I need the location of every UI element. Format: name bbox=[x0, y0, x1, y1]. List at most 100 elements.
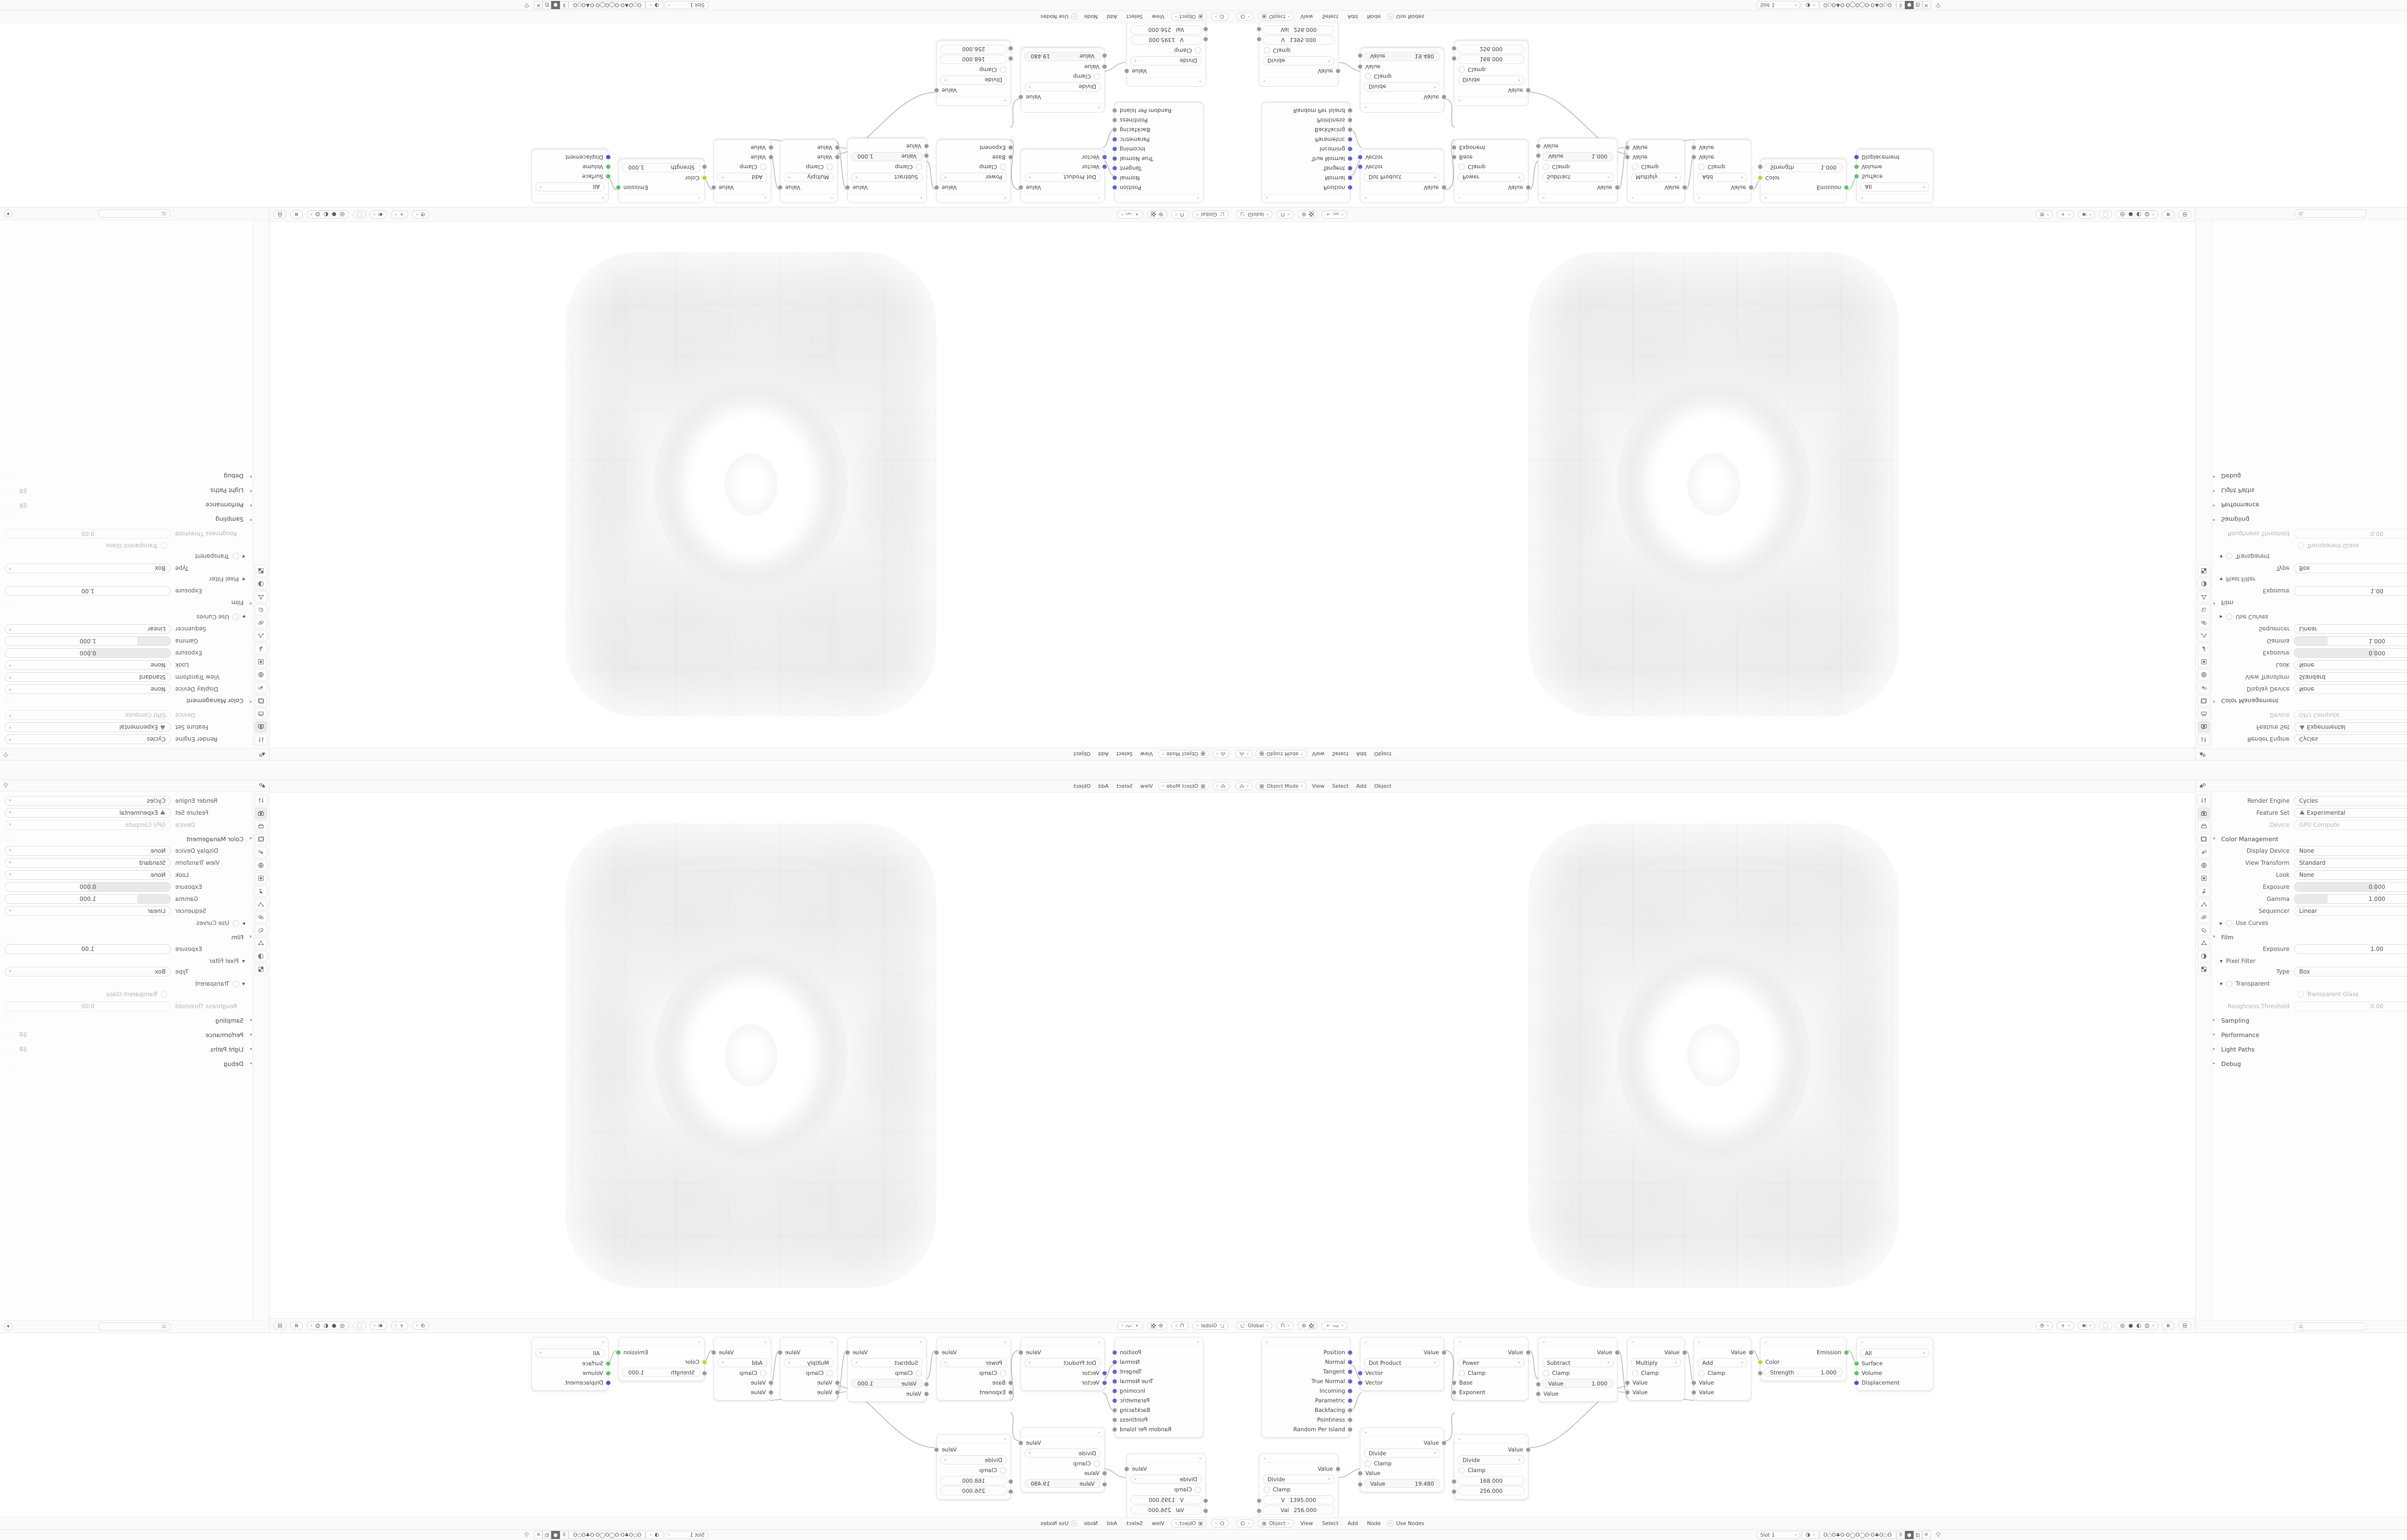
gizmo-icon[interactable]: ▾ bbox=[391, 210, 409, 218]
socket-dot[interactable] bbox=[1008, 1479, 1013, 1484]
copy-icon[interactable] bbox=[543, 1531, 552, 1539]
node-math-divide-168-256[interactable]: ⌄ Value Divide ▾ Clamp 168.000 256.000 bbox=[934, 40, 1013, 106]
x-icon[interactable]: ✕ bbox=[1922, 1, 1931, 9]
copy-icon[interactable] bbox=[543, 1, 552, 9]
fractal-torus-object[interactable] bbox=[566, 823, 936, 1288]
socket-dot[interactable] bbox=[1358, 1482, 1363, 1487]
falloff-icon[interactable]: ▾ bbox=[1117, 1322, 1144, 1330]
viewport-render-settings-icon[interactable] bbox=[2178, 1322, 2191, 1330]
display-device-row[interactable]: Display Device None ▾ bbox=[5, 846, 252, 856]
shader-editor-header[interactable]: ▾ Object ▾ View Select Add Node ✓ Use No… bbox=[1232, 1517, 2407, 1529]
socket-dot[interactable] bbox=[1112, 117, 1117, 123]
socket-random-per-island[interactable]: Random Per Island bbox=[1112, 1424, 1203, 1434]
socket-dot[interactable] bbox=[1018, 1440, 1023, 1446]
operation-select[interactable]: Divide ▾ bbox=[1024, 1449, 1101, 1458]
socket-dot[interactable] bbox=[1748, 185, 1754, 191]
properties-tab-material[interactable] bbox=[2197, 578, 2210, 590]
socket-dot[interactable] bbox=[1112, 146, 1117, 152]
material-name-field[interactable]: O○O♣O·O◯O◯O·O♣O○O bbox=[569, 1, 646, 9]
pixel-filter-type-select[interactable]: Box ▾ bbox=[5, 564, 171, 573]
panel-sampling[interactable]: ▸ Sampling :::: bbox=[2213, 514, 2407, 526]
node-header[interactable]: ⌄ bbox=[1360, 1337, 1444, 1346]
socket-value-out[interactable]: Value bbox=[1018, 183, 1104, 192]
chevron-down-icon[interactable]: ⌄ bbox=[1542, 1339, 1546, 1344]
feature-set-row[interactable]: Feature Set Experimental ▾ bbox=[5, 808, 252, 818]
panel-debug[interactable]: ▸ Debug :::: bbox=[2213, 471, 2407, 482]
socket-value-b[interactable]: Value bbox=[714, 1387, 774, 1397]
node-canvas[interactable]: ⌄ Position Normal Tangent True Normal In… bbox=[1232, 1333, 2407, 1519]
sequencer-row[interactable]: Sequencer Linear ▾ bbox=[2213, 906, 2407, 916]
shader-node-editor[interactable]: ⌄ Position Normal Tangent True Normal In… bbox=[0, 11, 1232, 207]
node-header[interactable]: ⌄ bbox=[937, 194, 1010, 203]
cm-gamma-slider[interactable]: 1.000 bbox=[5, 894, 171, 904]
film-exposure-row[interactable]: Exposure 1.00 bbox=[5, 944, 252, 954]
socket-dot[interactable] bbox=[1112, 175, 1117, 181]
viewport-header[interactable]: ▾ Object Mode ▾ View Select Add Object bbox=[270, 780, 1232, 793]
node-math-divide-1395-256[interactable]: ⌄ Value Divide ▾ Clamp V 1395.000 Val 256.0… bbox=[1124, 21, 1208, 87]
socket-dot[interactable] bbox=[1347, 1388, 1353, 1394]
operation-select[interactable]: Dot Product ▾ bbox=[1024, 1358, 1101, 1367]
operation-select[interactable]: Divide ▾ bbox=[1263, 56, 1334, 65]
chevron-down-icon[interactable]: ⌄ bbox=[830, 196, 834, 201]
socket-random-per-island[interactable]: Random Per Island bbox=[1112, 106, 1203, 116]
look-select[interactable]: None ▾ bbox=[5, 870, 171, 880]
chevron-down-icon[interactable]: ⌄ bbox=[1364, 105, 1368, 111]
clamp-row[interactable]: Clamp bbox=[714, 162, 771, 172]
node-header[interactable]: ⌄ bbox=[1628, 1337, 1684, 1346]
material-name-field[interactable]: O○O♣O·O◯O◯O·O♣O○O bbox=[1819, 1531, 1896, 1539]
shield-icon[interactable] bbox=[1904, 1, 1914, 9]
socket-dot[interactable] bbox=[1451, 56, 1457, 61]
socket-dot[interactable] bbox=[1536, 1391, 1541, 1397]
socket-dot[interactable] bbox=[1347, 166, 1353, 171]
value-field-b[interactable]: Val 256.000 bbox=[1263, 1505, 1334, 1514]
properties-tab-strip[interactable] bbox=[2196, 220, 2212, 748]
status-bar[interactable]: Slot 1 ▾ ▾ O○O♣O·O◯O◯O·O♣O○O 3 ✕ bbox=[0, 1529, 1232, 1540]
panel-debug[interactable]: ▸ Debug :::: bbox=[2213, 1058, 2407, 1069]
node-header[interactable]: ⌄ bbox=[1360, 103, 1444, 112]
strength-field[interactable]: Strength 1.000 bbox=[622, 163, 701, 172]
clamp-checkbox[interactable] bbox=[916, 1370, 922, 1376]
socket-position[interactable]: Position bbox=[1112, 183, 1203, 192]
socket-value-in[interactable]: Value bbox=[848, 141, 929, 151]
chevron-down-icon[interactable]: ⌄ bbox=[1697, 196, 1701, 201]
clamp-checkbox[interactable] bbox=[1543, 164, 1549, 170]
socket-dot[interactable] bbox=[1441, 94, 1447, 100]
chevron-down-icon[interactable]: ⌄ bbox=[830, 1339, 834, 1344]
panel-film[interactable]: ▾ Film :::: bbox=[2213, 931, 2407, 943]
panel-film[interactable]: ▾ Film :::: bbox=[2213, 597, 2407, 609]
display-device-select[interactable]: None ▾ bbox=[2294, 684, 2407, 694]
search-input[interactable] bbox=[98, 209, 171, 218]
socket-dot[interactable] bbox=[1112, 185, 1117, 191]
chevron-down-icon[interactable]: ⌄ bbox=[1196, 196, 1200, 201]
cm-exposure-row[interactable]: Exposure 0.000 bbox=[5, 648, 252, 658]
socket-dot[interactable] bbox=[1203, 26, 1208, 32]
transparent-checkbox[interactable] bbox=[232, 980, 239, 987]
properties-content[interactable]: Render Engine Cycles ▾ Feature Set Exper… bbox=[0, 220, 253, 748]
socket-value-out[interactable]: Value bbox=[1628, 1348, 1687, 1357]
socket-volume[interactable]: Volume bbox=[532, 162, 611, 172]
socket-parametric[interactable]: Parametric bbox=[1112, 1396, 1203, 1405]
socket-dot[interactable] bbox=[711, 185, 716, 191]
socket-position[interactable]: Position bbox=[1112, 1348, 1203, 1357]
gizmo-icon[interactable]: ▾ bbox=[2056, 210, 2074, 218]
socket-dot[interactable] bbox=[1347, 1426, 1353, 1432]
node-geometry[interactable]: ⌄ Position Normal Tangent True Normal In… bbox=[1261, 1337, 1353, 1437]
material-slot-selector[interactable]: Slot 1 ▾ bbox=[664, 1, 709, 9]
socket-dot[interactable] bbox=[1451, 1489, 1457, 1494]
display-device-select[interactable]: None ▾ bbox=[5, 684, 171, 694]
chevron-down-icon[interactable]: ⌄ bbox=[1265, 1339, 1269, 1344]
shading-icon[interactable]: ▾ bbox=[1211, 1519, 1229, 1527]
operation-select[interactable]: Divide ▾ bbox=[1364, 1449, 1440, 1458]
socket-color[interactable]: Color bbox=[619, 1357, 707, 1367]
clamp-checkbox[interactable] bbox=[1459, 66, 1465, 73]
properties-tab-scene[interactable] bbox=[2197, 682, 2210, 693]
properties-tab-output[interactable] bbox=[255, 708, 268, 719]
film-exposure-field[interactable]: 1.00 bbox=[2294, 944, 2407, 954]
chevron-down-icon[interactable]: ⌄ bbox=[1003, 99, 1007, 104]
shading-icon[interactable]: ▾ bbox=[1211, 13, 1229, 21]
socket-dot[interactable] bbox=[1347, 1417, 1353, 1423]
node-math-divide-1395-256[interactable]: ⌄ Value Divide ▾ Clamp V 1395.000 Val 256.0… bbox=[1256, 1453, 1341, 1519]
node-canvas[interactable]: ⌄ Position Normal Tangent True Normal In… bbox=[0, 21, 1232, 207]
socket-surface[interactable]: Surface bbox=[532, 1359, 611, 1368]
socket-displacement[interactable]: Displacement bbox=[532, 1378, 611, 1387]
